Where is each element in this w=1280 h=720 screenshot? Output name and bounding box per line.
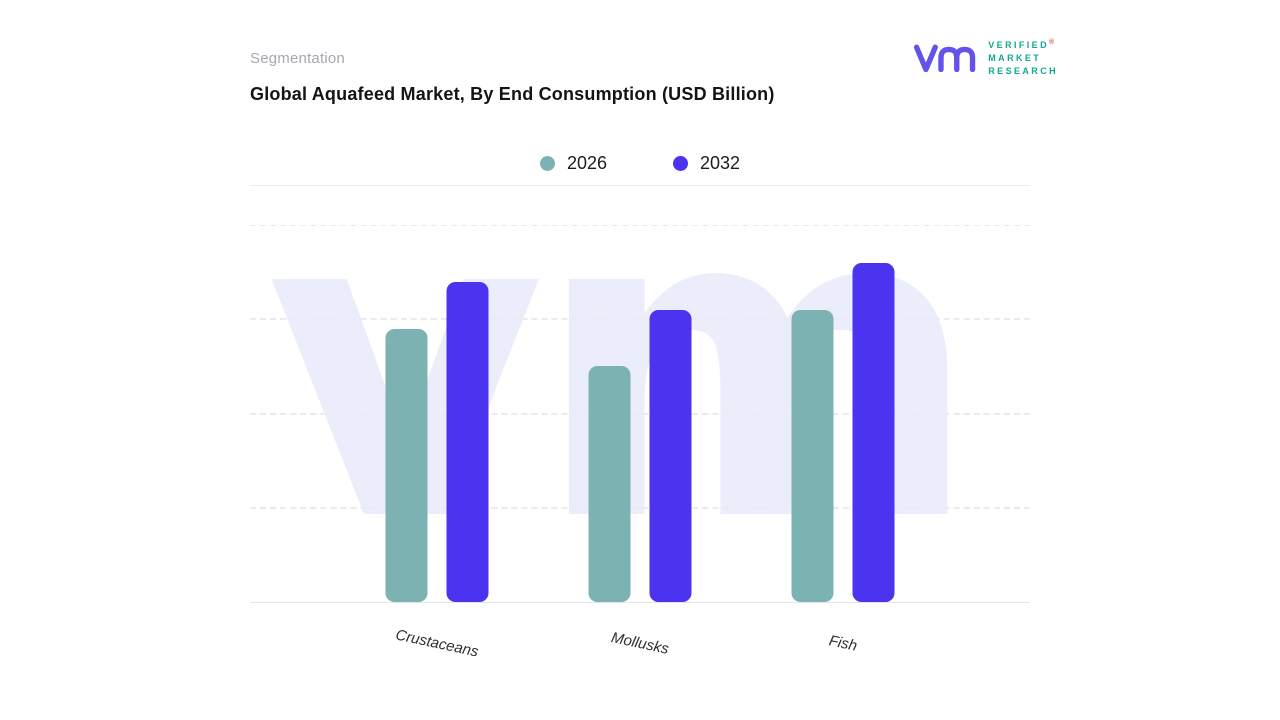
chart-legend: 2026 2032	[250, 148, 1030, 178]
bar-2026-crustaceans[interactable]	[385, 328, 428, 602]
bar-2026-mollusks[interactable]	[588, 366, 631, 602]
gridline	[250, 318, 1030, 321]
bar-2032-mollusks[interactable]	[649, 309, 692, 602]
bar-group-mollusks	[588, 225, 692, 602]
legend-item-2032[interactable]: 2032	[673, 153, 740, 174]
vmr-logo: VERIFIED® MARKET RESEARCH	[913, 38, 1058, 78]
bar-2026-fish[interactable]	[791, 309, 834, 602]
registered-mark: ®	[1049, 39, 1055, 46]
legend-dot-2026	[539, 155, 555, 171]
category-label-fish: Fish	[827, 632, 859, 655]
bar-chart-plot-area: vm	[250, 225, 1030, 603]
gridline	[250, 506, 1030, 509]
legend-dot-2032	[673, 155, 688, 171]
gridline	[250, 225, 1030, 226]
header-divider	[250, 185, 1030, 186]
bar-2032-crustaceans[interactable]	[446, 281, 489, 602]
segmentation-eyebrow: Segmentation	[250, 50, 345, 67]
category-label-mollusks: Mollusks	[609, 629, 671, 658]
vmr-logo-text: VERIFIED® MARKET RESEARCH	[988, 38, 1058, 78]
legend-label-2026: 2026	[566, 152, 607, 173]
chart-title: Global Aquafeed Market, By End Consumpti…	[250, 84, 775, 104]
category-axis: Crustaceans Mollusks Fish	[250, 603, 1030, 683]
legend-label-2032: 2032	[700, 152, 741, 173]
category-label-crustaceans: Crustaceans	[394, 626, 481, 661]
bar-group-fish	[791, 225, 895, 602]
bar-2032-fish[interactable]	[852, 262, 895, 602]
logo-line-market: MARKET	[988, 53, 1042, 64]
logo-line-verified: VERIFIED®	[988, 39, 1055, 50]
vmr-monogram-icon	[914, 44, 976, 73]
logo-line-research: RESEARCH	[988, 66, 1058, 77]
bar-group-crustaceans	[385, 225, 489, 602]
gridline	[250, 412, 1030, 415]
legend-item-2026[interactable]: 2026	[539, 152, 607, 174]
